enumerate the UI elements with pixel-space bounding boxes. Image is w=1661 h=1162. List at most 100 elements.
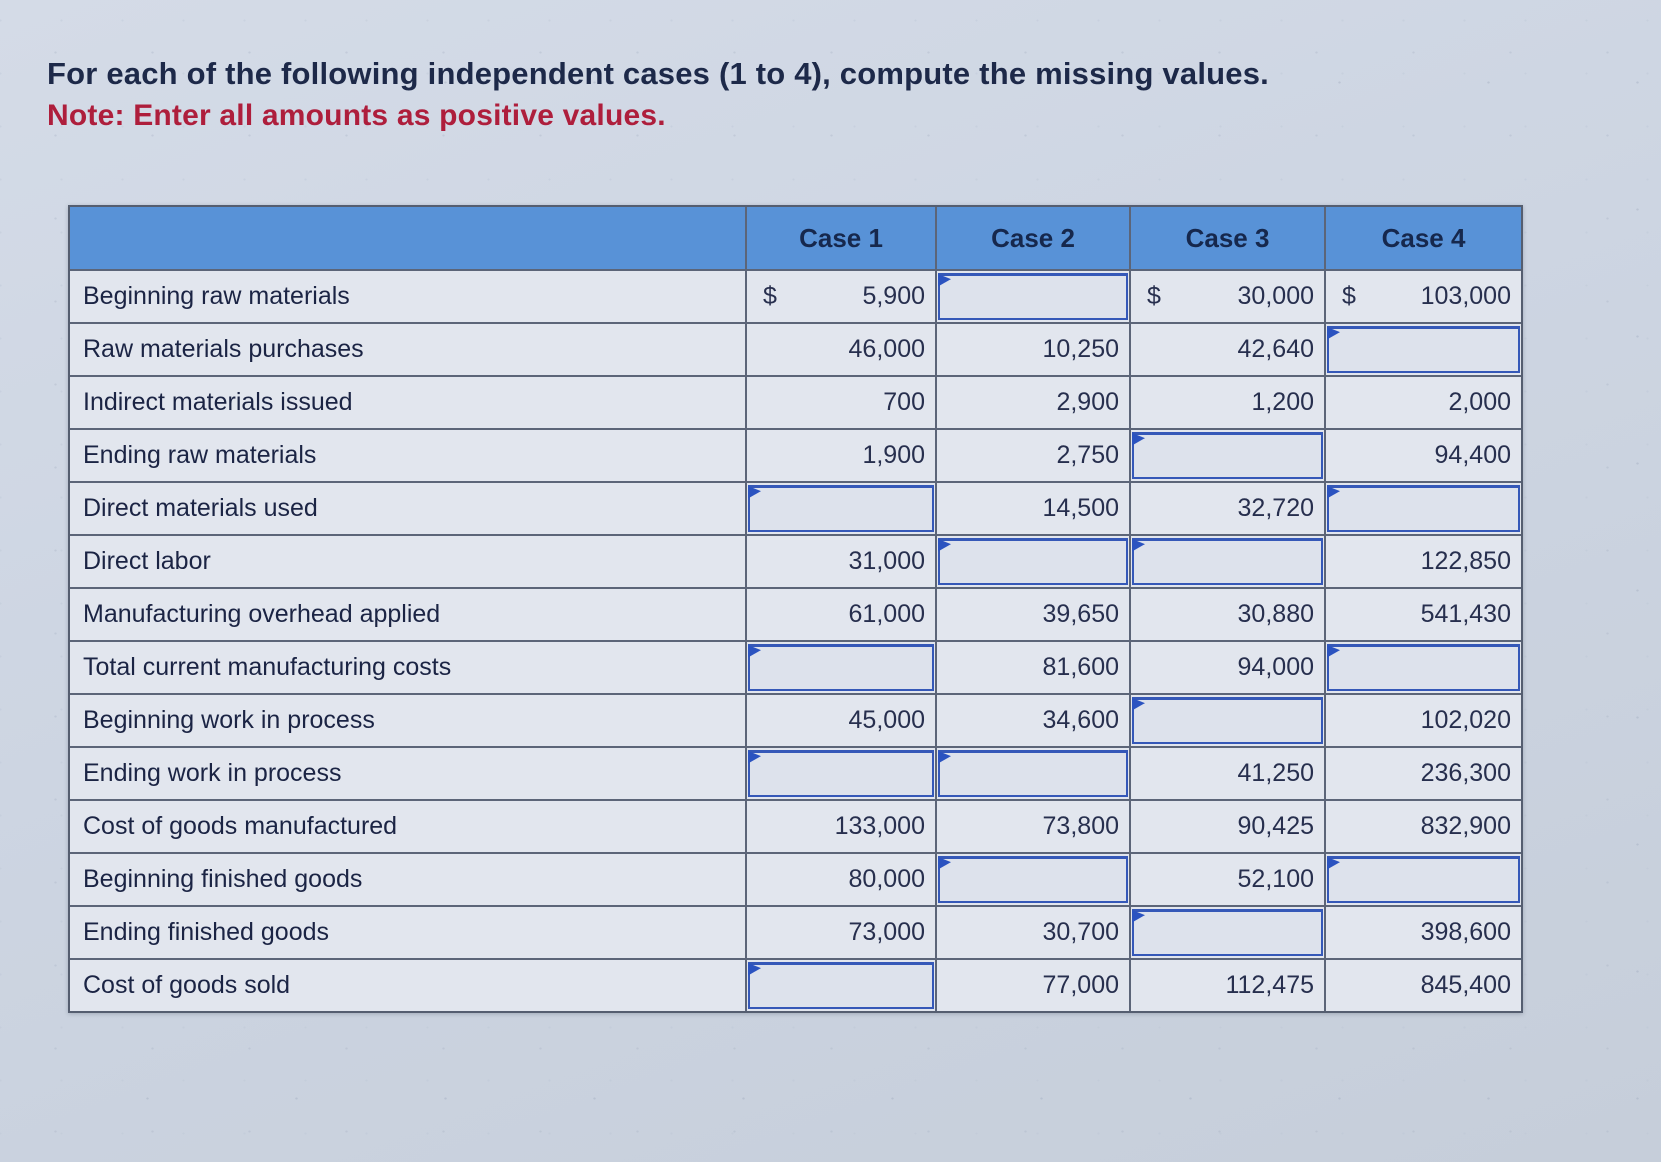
input-cell[interactable] <box>937 748 1129 799</box>
amount-input[interactable] <box>1132 538 1323 585</box>
cell-value: 102,020 <box>1420 706 1511 734</box>
entry-flag-icon <box>1132 539 1145 552</box>
cell-value: 845,400 <box>1420 971 1511 999</box>
amount-input[interactable] <box>748 962 934 1009</box>
input-cell[interactable] <box>747 748 935 799</box>
value-cell: 45,000 <box>747 695 935 746</box>
value-cell: $103,000 <box>1326 271 1521 322</box>
column-header-case-2: Case 2 <box>937 207 1129 269</box>
value-cell: $30,000 <box>1131 271 1324 322</box>
input-cell[interactable] <box>1131 907 1324 958</box>
amount-input[interactable] <box>748 750 934 797</box>
note-text: Note: Enter all amounts as positive valu… <box>47 99 666 132</box>
value-cell: 541,430 <box>1326 589 1521 640</box>
cell-value: 1,200 <box>1251 388 1314 416</box>
row-label: Ending raw materials <box>70 430 745 481</box>
input-cell[interactable] <box>1326 483 1521 534</box>
entry-flag-icon <box>938 274 951 287</box>
value-cell: 46,000 <box>747 324 935 375</box>
entry-flag-icon <box>748 963 761 976</box>
cell-value: 103,000 <box>1420 282 1511 310</box>
cell-value: 42,640 <box>1237 335 1314 363</box>
input-cell[interactable] <box>1131 430 1324 481</box>
cell-value: 5,900 <box>862 282 925 310</box>
value-cell: 832,900 <box>1326 801 1521 852</box>
input-cell[interactable] <box>937 271 1129 322</box>
value-cell: 133,000 <box>747 801 935 852</box>
row-label: Ending finished goods <box>70 907 745 958</box>
amount-input[interactable] <box>748 485 934 532</box>
entry-flag-icon <box>1327 486 1340 499</box>
input-cell[interactable] <box>937 536 1129 587</box>
dollar-sign: $ <box>1342 282 1356 310</box>
cell-value: 30,000 <box>1237 282 1314 310</box>
column-header-blank <box>70 207 745 269</box>
entry-flag-icon <box>748 645 761 658</box>
amount-input[interactable] <box>938 856 1128 903</box>
column-header-case-1: Case 1 <box>747 207 935 269</box>
input-cell[interactable] <box>747 642 935 693</box>
entry-flag-icon <box>938 539 951 552</box>
value-cell: 122,850 <box>1326 536 1521 587</box>
value-cell: 30,880 <box>1131 589 1324 640</box>
cell-value: 2,750 <box>1056 441 1119 469</box>
value-cell: 845,400 <box>1326 960 1521 1011</box>
page-title: For each of the following independent ca… <box>47 56 1269 91</box>
value-cell: 94,400 <box>1326 430 1521 481</box>
value-cell: 73,800 <box>937 801 1129 852</box>
entry-flag-icon <box>1327 857 1340 870</box>
input-cell[interactable] <box>1326 854 1521 905</box>
value-cell: 700 <box>747 377 935 428</box>
value-cell: 112,475 <box>1131 960 1324 1011</box>
value-cell: 30,700 <box>937 907 1129 958</box>
value-cell: 398,600 <box>1326 907 1521 958</box>
input-cell[interactable] <box>1131 536 1324 587</box>
amount-input[interactable] <box>938 538 1128 585</box>
entry-flag-icon <box>938 751 951 764</box>
cell-value: 90,425 <box>1237 812 1314 840</box>
amount-input[interactable] <box>938 750 1128 797</box>
cell-value: 34,600 <box>1042 706 1119 734</box>
cell-value: 2,000 <box>1448 388 1511 416</box>
amount-input[interactable] <box>1327 485 1520 532</box>
cell-value: 1,900 <box>862 441 925 469</box>
amount-input[interactable] <box>1327 856 1520 903</box>
amount-input[interactable] <box>748 644 934 691</box>
row-label: Cost of goods sold <box>70 960 745 1011</box>
amount-input[interactable] <box>1132 909 1323 956</box>
input-cell[interactable] <box>747 960 935 1011</box>
dollar-sign: $ <box>763 282 777 310</box>
entry-flag-icon <box>1132 910 1145 923</box>
cell-value: 73,800 <box>1042 812 1119 840</box>
value-cell: 2,000 <box>1326 377 1521 428</box>
value-cell: $5,900 <box>747 271 935 322</box>
row-label: Ending work in process <box>70 748 745 799</box>
cell-value: 122,850 <box>1420 547 1511 575</box>
amount-input[interactable] <box>1327 326 1520 373</box>
cell-value: 133,000 <box>834 812 925 840</box>
entry-flag-icon <box>748 486 761 499</box>
amount-input[interactable] <box>1327 644 1520 691</box>
amount-input[interactable] <box>1132 697 1323 744</box>
row-label: Indirect materials issued <box>70 377 745 428</box>
cell-value: 46,000 <box>848 335 925 363</box>
cell-value: 73,000 <box>848 918 925 946</box>
cell-value: 832,900 <box>1420 812 1511 840</box>
cell-value: 2,900 <box>1056 388 1119 416</box>
input-cell[interactable] <box>937 854 1129 905</box>
value-cell: 32,720 <box>1131 483 1324 534</box>
entry-flag-icon <box>1132 433 1145 446</box>
input-cell[interactable] <box>1326 324 1521 375</box>
input-cell[interactable] <box>747 483 935 534</box>
input-cell[interactable] <box>1131 695 1324 746</box>
cell-value: 398,600 <box>1420 918 1511 946</box>
value-cell: 31,000 <box>747 536 935 587</box>
value-cell: 236,300 <box>1326 748 1521 799</box>
cases-table: Case 1 Case 2 Case 3 Case 4 Beginning raw ma… <box>68 205 1523 1013</box>
cell-value: 10,250 <box>1042 335 1119 363</box>
amount-input[interactable] <box>1132 432 1323 479</box>
cell-value: 30,700 <box>1042 918 1119 946</box>
cell-value: 41,250 <box>1237 759 1314 787</box>
amount-input[interactable] <box>938 273 1128 320</box>
input-cell[interactable] <box>1326 642 1521 693</box>
